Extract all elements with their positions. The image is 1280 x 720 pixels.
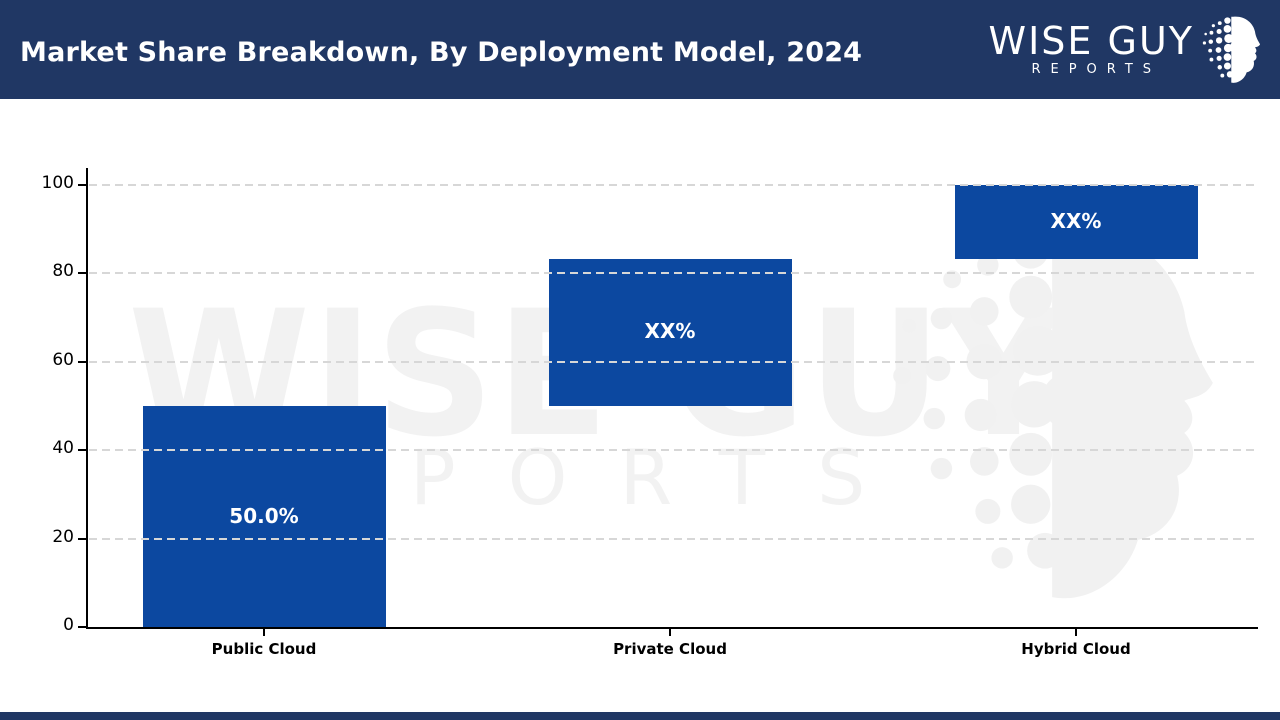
y-tick-mark (78, 184, 86, 186)
x-category-label: Hybrid Cloud (1021, 640, 1131, 658)
brand-name: WISE GUY (988, 19, 1194, 63)
gridline (89, 272, 1258, 275)
bar-value-label: XX% (1050, 208, 1102, 233)
x-axis-line (86, 627, 1258, 629)
footer-bar (0, 712, 1280, 720)
x-category-label: Public Cloud (211, 640, 317, 658)
gridline (89, 537, 1258, 540)
bar-value-label: XX% (644, 319, 696, 344)
y-tick-label: 100 (41, 173, 74, 193)
y-tick-label: 40 (52, 438, 74, 459)
brand-logo: WISE GUY REPORTS (989, 10, 1266, 90)
bar-value-label: 50.0% (229, 503, 299, 528)
x-tick-mark (669, 629, 671, 636)
x-category-label: Private Cloud (613, 640, 727, 658)
y-tick-label: 0 (63, 615, 74, 635)
x-tick-mark (263, 629, 265, 636)
y-tick-mark (78, 272, 86, 275)
brand-subtitle: REPORTS (1031, 62, 1162, 77)
bar-private-cloud (548, 258, 792, 406)
y-tick-label: 60 (52, 349, 74, 370)
brand-logo-text: WISE GUY REPORTS (989, 22, 1194, 77)
gridline (89, 184, 1258, 186)
y-tick-label: 80 (52, 261, 74, 282)
header-bar: Market Share Breakdown, By Deployment Mo… (0, 0, 1280, 99)
bar-public-cloud (142, 406, 386, 627)
x-tick-mark (1075, 629, 1077, 636)
gridline (89, 449, 1258, 452)
gridline (89, 360, 1258, 363)
bar-hybrid-cloud (954, 185, 1198, 259)
y-tick-label: 20 (52, 526, 74, 547)
y-tick-mark (78, 537, 86, 540)
y-tick-mark (78, 360, 86, 363)
y-axis-line (86, 168, 88, 629)
y-tick-mark (78, 449, 86, 452)
page-title: Market Share Breakdown, By Deployment Mo… (20, 37, 863, 68)
y-tick-mark (78, 626, 86, 628)
